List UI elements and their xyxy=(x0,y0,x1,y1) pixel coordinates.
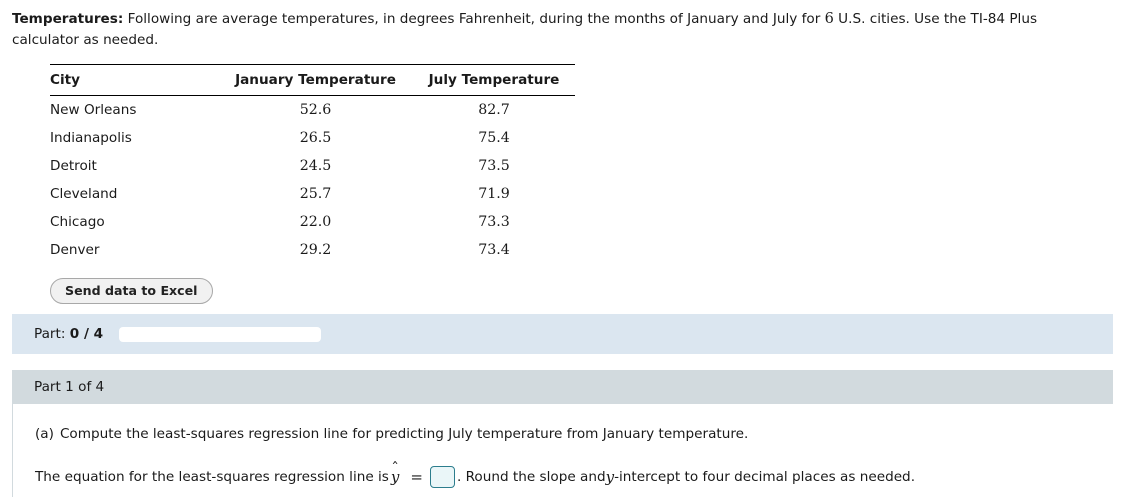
temperature-table-wrapper: City January Temperature July Temperatur… xyxy=(50,63,1123,264)
y-hat-letter: y xyxy=(390,467,400,486)
cell-city: Detroit xyxy=(50,157,97,174)
intro-text-part1: Following are average temperatures, in d… xyxy=(123,11,825,27)
cell-july: 71.9 xyxy=(478,185,510,202)
temperature-table: City January Temperature July Temperatur… xyxy=(50,63,575,264)
cell-city: Indianapolis xyxy=(50,129,132,146)
part-progress-panel: Part: 0 / 4 xyxy=(12,314,1113,354)
cell-july: 82.7 xyxy=(478,101,510,118)
intro-text-part2: U.S. cities. Use the TI-84 Plus calculat… xyxy=(12,11,1038,49)
part-body-panel: (a) Compute the least-squares regression … xyxy=(12,404,1113,497)
cell-city: Denver xyxy=(50,241,100,258)
table-row: Cleveland 25.7 71.9 xyxy=(50,180,575,208)
cell-january: 52.6 xyxy=(299,101,332,118)
column-header-july: July Temperature xyxy=(413,64,575,96)
equation-answer-line: The equation for the least-squares regre… xyxy=(35,460,916,488)
cell-july: 73.3 xyxy=(478,213,510,230)
table-row: New Orleans 52.6 82.7 xyxy=(50,95,575,124)
table-header-row: City January Temperature July Temperatur… xyxy=(50,64,575,96)
table-row: Chicago 22.0 73.3 xyxy=(50,208,575,236)
part-progress-label: Part: 0 / 4 xyxy=(34,326,103,342)
part-progress-bar xyxy=(119,326,322,342)
question-prompt-text: Compute the least-squares regression lin… xyxy=(59,426,749,442)
cell-january: 25.7 xyxy=(299,185,332,202)
problem-intro: Temperatures: Following are average temp… xyxy=(0,0,1116,52)
equation-suffix-before-y: . Round the slope and xyxy=(456,469,606,485)
equation-prefix-text: The equation for the least-squares regre… xyxy=(35,469,389,485)
hat-accent-icon: ˆ xyxy=(391,458,399,477)
city-count: 6 xyxy=(824,11,834,27)
part-header-title: Part 1 of 4 xyxy=(34,379,105,395)
part-header-panel: Part 1 of 4 xyxy=(12,370,1113,404)
cell-july: 75.4 xyxy=(478,129,510,146)
cell-july: 73.4 xyxy=(478,241,510,258)
cell-city: Chicago xyxy=(50,213,105,230)
table-row: Indianapolis 26.5 75.4 xyxy=(50,124,575,152)
cell-july: 73.5 xyxy=(478,157,510,174)
column-header-january: January Temperature xyxy=(218,64,413,96)
problem-title: Temperatures: xyxy=(12,11,124,27)
question-prompt-line: (a) Compute the least-squares regression … xyxy=(35,426,748,442)
question-label: (a) xyxy=(35,426,54,442)
send-data-to-excel-button[interactable]: Send data to Excel xyxy=(50,277,213,305)
y-variable-symbol: y xyxy=(605,468,615,486)
cell-january: 29.2 xyxy=(299,241,332,258)
column-header-city: City xyxy=(50,64,218,96)
table-row: Detroit 24.5 73.5 xyxy=(50,152,575,180)
equals-sign: = xyxy=(410,468,423,486)
equation-suffix-after-y: -intercept to four decimal places as nee… xyxy=(614,469,916,485)
part-progress-prefix: Part: xyxy=(34,326,70,342)
cell-january: 26.5 xyxy=(299,129,332,146)
table-row: Denver 29.2 73.4 xyxy=(50,236,575,264)
excel-button-row: Send data to Excel xyxy=(50,277,1123,305)
part-progress-counter: 0 / 4 xyxy=(69,326,104,342)
cell-january: 24.5 xyxy=(299,157,332,174)
cell-city: New Orleans xyxy=(50,101,137,118)
cell-january: 22.0 xyxy=(299,213,332,230)
regression-equation-input[interactable] xyxy=(429,466,455,488)
cell-city: Cleveland xyxy=(50,185,118,202)
